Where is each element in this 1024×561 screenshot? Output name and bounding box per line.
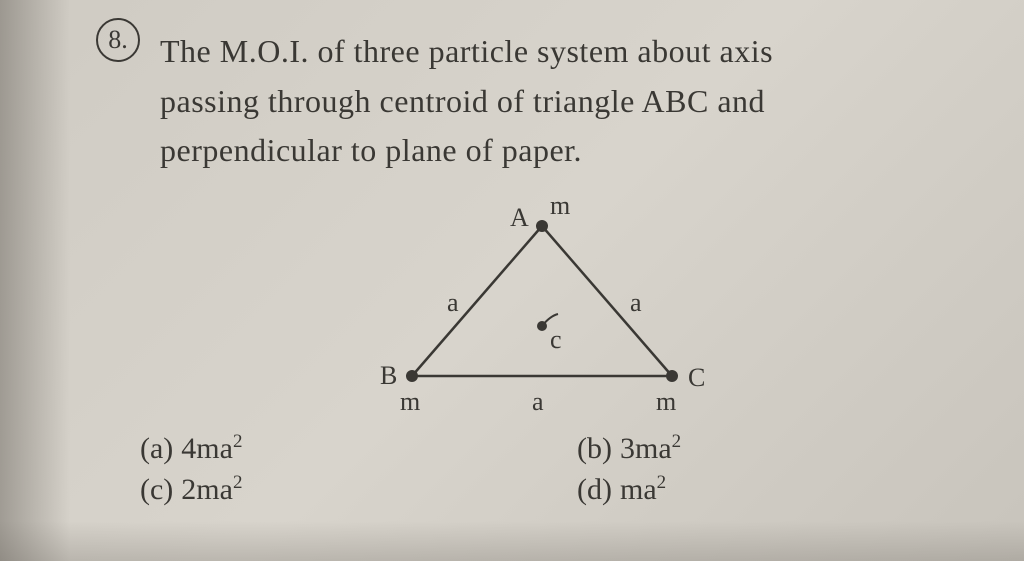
question-text: The M.O.I. of three particle system abou… xyxy=(160,27,974,176)
side-ab xyxy=(412,226,542,376)
options-grid: (a) 4ma2 (b) 3ma2 (c) 2ma2 (d) ma2 xyxy=(140,431,974,507)
vertex-c-mass: m xyxy=(656,387,676,416)
question-line-2: passing through centroid of triangle ABC… xyxy=(160,83,765,119)
option-d: (d) ma2 xyxy=(577,472,974,507)
question-line-1: The M.O.I. of three particle system abou… xyxy=(160,33,773,69)
vertex-b-dot xyxy=(406,370,418,382)
question-line-3: perpendicular to plane of paper. xyxy=(160,132,582,168)
vertex-b-label: B xyxy=(380,361,397,390)
option-a: (a) 4ma2 xyxy=(140,431,537,466)
option-b: (b) 3ma2 xyxy=(577,431,974,466)
option-a-value: 4ma2 xyxy=(181,431,242,466)
side-bc-label: a xyxy=(532,387,544,416)
triangle-diagram: A m B m C m c a a a xyxy=(332,186,752,426)
option-d-value: ma2 xyxy=(620,472,666,507)
vertex-a-label: A xyxy=(510,203,529,232)
vertex-c-label: C xyxy=(688,363,705,392)
option-c-value: 2ma2 xyxy=(181,472,242,507)
centroid-label: c xyxy=(550,325,562,354)
vertex-a-mass: m xyxy=(550,191,570,220)
vertex-b-mass: m xyxy=(400,387,420,416)
option-b-value: 3ma2 xyxy=(620,431,681,466)
option-d-label: (d) xyxy=(577,473,612,507)
side-ac-label: a xyxy=(630,288,642,317)
option-c: (c) 2ma2 xyxy=(140,472,537,507)
question-number: 8. xyxy=(108,25,128,55)
question-number-badge: 8. xyxy=(96,18,140,62)
option-c-label: (c) xyxy=(140,473,173,507)
side-ab-label: a xyxy=(447,288,459,317)
option-b-label: (b) xyxy=(577,432,612,466)
vertex-c-dot xyxy=(666,370,678,382)
triangle-svg: A m B m C m c a a a xyxy=(332,186,752,426)
option-a-label: (a) xyxy=(140,432,173,466)
vertex-a-dot xyxy=(536,220,548,232)
page-content: 8. The M.O.I. of three particle system a… xyxy=(0,0,1024,561)
